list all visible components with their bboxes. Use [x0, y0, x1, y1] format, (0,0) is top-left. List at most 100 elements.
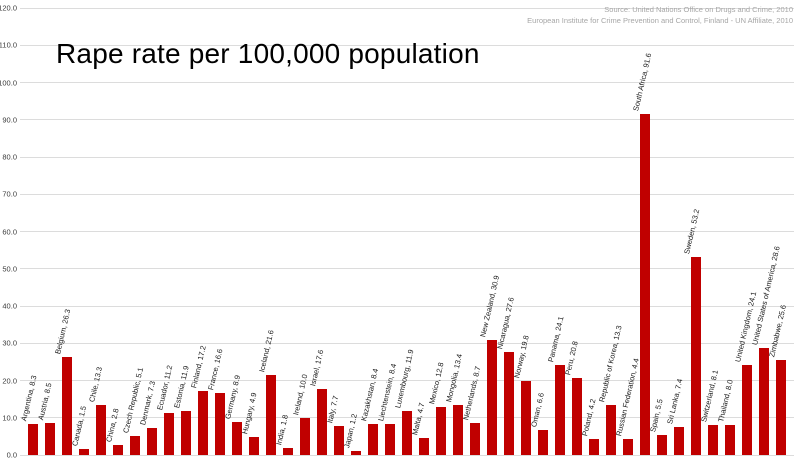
- bar-label: Peru, 20.8: [563, 339, 581, 376]
- y-axis-tick-label: 80.0: [2, 152, 17, 162]
- bar-republic-of-korea: [606, 405, 617, 455]
- bar-sri-lanka: [674, 427, 685, 455]
- bar-peru: [572, 377, 583, 455]
- bar-label: Oman, 6.6: [529, 392, 547, 429]
- bar-label: Russian Federation, 4.4: [614, 357, 642, 437]
- bar-germany: [231, 421, 242, 455]
- y-axis-tick-label: 100.0: [0, 78, 17, 87]
- bar-label: Belgium, 26.3: [52, 308, 72, 356]
- bar-ecuador: [163, 413, 174, 455]
- bar-finland: [197, 390, 208, 455]
- bar-label: Malta, 4.7: [410, 401, 427, 436]
- y-axis-tick-label: 60.0: [2, 227, 17, 236]
- bar-label: Zimbabwe, 25.6: [767, 303, 789, 358]
- y-axis-tick-label: 120.0: [0, 3, 17, 13]
- gridline: [20, 156, 794, 158]
- bar-ireland: [299, 417, 310, 455]
- bar-label: Canada, 1.5: [69, 405, 88, 448]
- bar-thailand: [725, 425, 736, 455]
- y-axis-tick-label: 40.0: [2, 301, 17, 311]
- bar-label: Chile, 13.3: [86, 366, 104, 404]
- bar-zimbabwe: [776, 359, 787, 455]
- bar-label: Ecuador, 11.2: [154, 364, 174, 412]
- bar-russian-federation: [623, 438, 634, 455]
- gridline: [20, 193, 794, 195]
- bar-liechtenstein: [384, 423, 395, 455]
- bar-canada: [78, 449, 89, 455]
- bar-denmark: [146, 427, 157, 455]
- bar-south-africa: [640, 113, 651, 455]
- bar-india: [282, 448, 293, 455]
- bar-united-states-of-america: [759, 348, 770, 455]
- source-line-2: European Institute for Crime Prevention …: [527, 16, 793, 25]
- bar-united-kingdom: [742, 365, 753, 455]
- bar-label: Sri Lanka, 7.4: [665, 378, 685, 426]
- bar-label: Luxembourg, 11.9: [393, 348, 416, 409]
- gridline: [20, 380, 794, 381]
- bar-argentina: [27, 424, 38, 455]
- bar-belgium: [61, 357, 72, 455]
- bar-label: Israel, 17.6: [308, 349, 326, 388]
- bar-label: Italy, 7.7: [325, 395, 341, 425]
- bar-switzerland: [708, 424, 719, 455]
- y-axis-tick-label: 90.0: [2, 115, 17, 125]
- bar-label: India, 1.8: [274, 414, 290, 447]
- y-axis-tick-label: 50.0: [2, 264, 17, 274]
- bar-label: Panama, 24.1: [546, 315, 566, 364]
- bar-mongolia: [453, 405, 464, 455]
- source-line-1: Source: United Nations Office on Drugs a…: [604, 5, 793, 14]
- bar-france: [214, 393, 225, 455]
- bar-estonia: [180, 410, 191, 455]
- bar-label: Mongolia, 13.4: [444, 353, 465, 404]
- bar-label: Estonia, 11.9: [171, 364, 191, 409]
- y-axis-tick-label: 70.0: [2, 189, 17, 199]
- bar-malta: [419, 437, 430, 455]
- gridline: [20, 82, 794, 83]
- gridline: [20, 454, 794, 456]
- y-axis-tick-label: 10.0: [2, 413, 17, 423]
- bar-label: France, 16.6: [205, 348, 225, 392]
- bar-label: China, 2.8: [103, 407, 121, 443]
- bar-czech-republic: [129, 436, 140, 455]
- gridline: [20, 342, 794, 344]
- y-axis-tick-label: 0.0: [6, 450, 17, 460]
- bar-mexico: [436, 407, 447, 455]
- bar-label: Iceland, 21.6: [257, 328, 276, 373]
- y-axis-tick-label: 20.0: [2, 376, 17, 385]
- bar-japan: [350, 450, 361, 455]
- chart-source: Source: United Nations Office on Drugs a…: [527, 4, 793, 26]
- bar-label: Republic of Korea, 13.3: [597, 325, 624, 404]
- bar-italy: [333, 426, 344, 455]
- bar-label: Spain, 5.5: [648, 397, 665, 433]
- y-axis-tick-label: 110.0: [0, 40, 17, 50]
- bar-hungary: [248, 436, 259, 455]
- bar-label: Finland, 17.2: [188, 344, 208, 389]
- gridline: [20, 44, 794, 46]
- bar-label: Norway, 19.8: [512, 334, 531, 380]
- bar-poland: [589, 439, 600, 455]
- bar-iceland: [265, 374, 276, 455]
- bar-label: Austria, 8.5: [35, 382, 54, 422]
- bar-china: [112, 444, 123, 455]
- bar-chile: [95, 405, 106, 455]
- gridline: [20, 119, 794, 121]
- bar-label: Netherlands, 8.7: [461, 364, 483, 421]
- bar-label: Argentina, 8.3: [18, 374, 39, 423]
- y-axis-tick-label: 30.0: [2, 338, 17, 348]
- bar-norway: [521, 381, 532, 455]
- bar-oman: [538, 430, 549, 455]
- bar-spain: [657, 434, 668, 455]
- bar-nicaragua: [504, 352, 515, 455]
- bar-label: Mexico, 12.8: [427, 361, 446, 406]
- chart-title: Rape rate per 100,000 population: [56, 38, 480, 69]
- bar-panama: [555, 365, 566, 455]
- bar-label: Hungary, 4.9: [240, 391, 259, 435]
- bar-netherlands: [470, 422, 481, 455]
- bar-new-zealand: [487, 339, 498, 455]
- gridline: [20, 7, 794, 9]
- gridline: [20, 305, 794, 307]
- gridline: [20, 268, 794, 270]
- bar-israel: [316, 389, 327, 455]
- bar-austria: [44, 423, 55, 455]
